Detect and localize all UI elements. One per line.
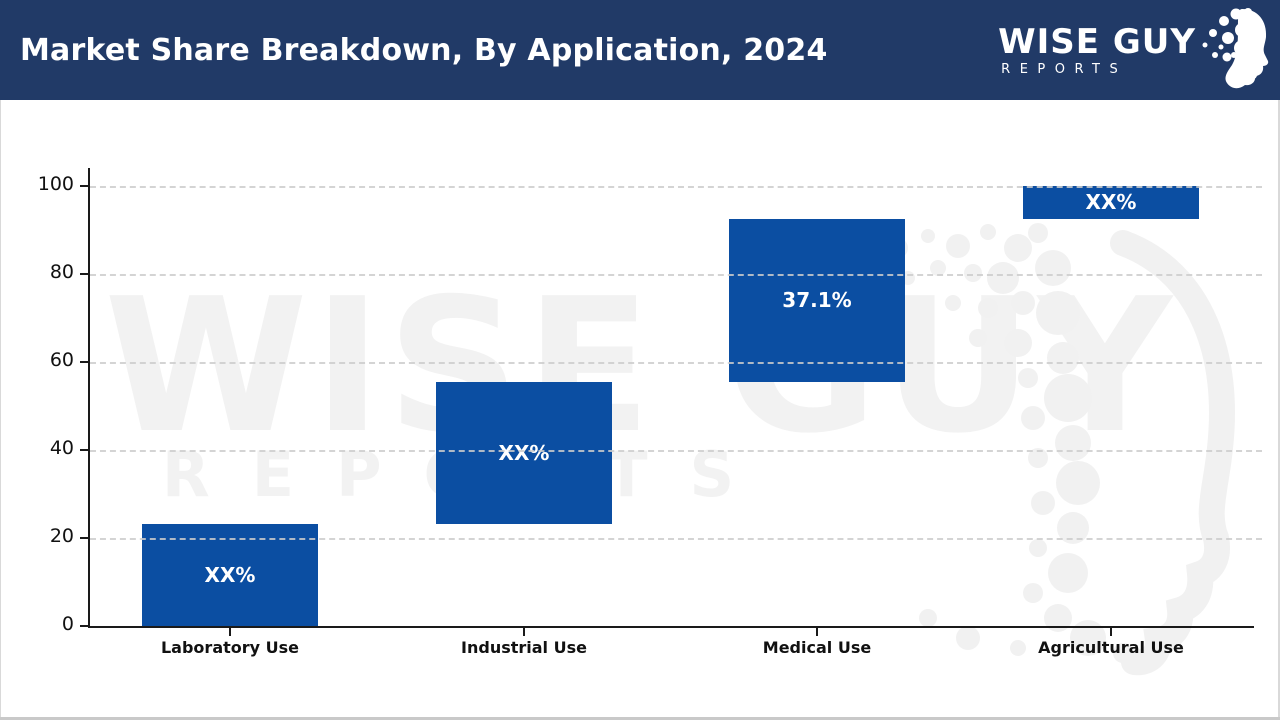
bar-medical-use: 37.1% [729,218,905,382]
y-tick-20 [80,537,88,539]
gridline-20 [90,538,1262,540]
x-tick-laboratory-use [229,628,231,636]
gridline-80 [90,274,1262,276]
bar-value-label-industrial-use: XX% [498,440,550,465]
logo-subtext: REPORTS [1001,61,1128,77]
x-tick-industrial-use [523,628,525,636]
y-tick-label-0: 0 [61,613,74,635]
x-label-laboratory-use: Laboratory Use [160,638,300,657]
y-tick-60 [80,361,88,363]
y-tick-label-40: 40 [49,437,74,459]
x-axis-line [88,626,1254,628]
page-border-left [0,100,1,720]
bar-agricultural-use: XX% [1023,186,1199,219]
bar-industrial-use: XX% [436,381,612,524]
logo-text: WISE GUY REPORTS [998,25,1196,76]
gridline-60 [90,362,1262,364]
gridline-40 [90,450,1262,452]
y-tick-80 [80,273,88,275]
y-tick-label-100: 100 [37,173,74,195]
x-label-agricultural-use: Agricultural Use [1038,638,1184,657]
face-profile-icon [1198,5,1270,95]
page-border-bottom [0,717,1280,720]
gridline-100 [90,186,1262,188]
y-tick-100 [80,185,88,187]
y-tick-0 [80,625,88,627]
bar-value-label-agricultural-use: XX% [1085,190,1137,215]
logo-wordmark: WISE GUY [998,21,1196,62]
x-label-medical-use: Medical Use [762,638,872,657]
y-axis-line [88,168,90,628]
plot-area: 0 20 40 60 80 100 XX% Laboratory Use XX% Industri… [0,100,1280,720]
y-tick-label-80: 80 [49,261,74,283]
header-banner: Market Share Breakdown, By Application, … [0,0,1280,100]
chart-title: Market Share Breakdown, By Application, … [20,32,828,68]
bar-value-label-laboratory-use: XX% [204,562,256,587]
bar-value-label-medical-use: 37.1% [782,288,852,313]
y-tick-40 [80,449,88,451]
page-border-right [1278,100,1280,720]
x-label-industrial-use: Industrial Use [461,638,587,657]
y-tick-label-60: 60 [49,349,74,371]
y-tick-label-20: 20 [49,525,74,547]
wise-guy-reports-logo: WISE GUY REPORTS [998,5,1280,95]
x-tick-agricultural-use [1110,628,1112,636]
watermark-face-icon [868,218,1248,682]
watermark-wordmark: WISE GUY [104,258,1177,474]
x-tick-medical-use [816,628,818,636]
bar-laboratory-use: XX% [142,523,318,626]
